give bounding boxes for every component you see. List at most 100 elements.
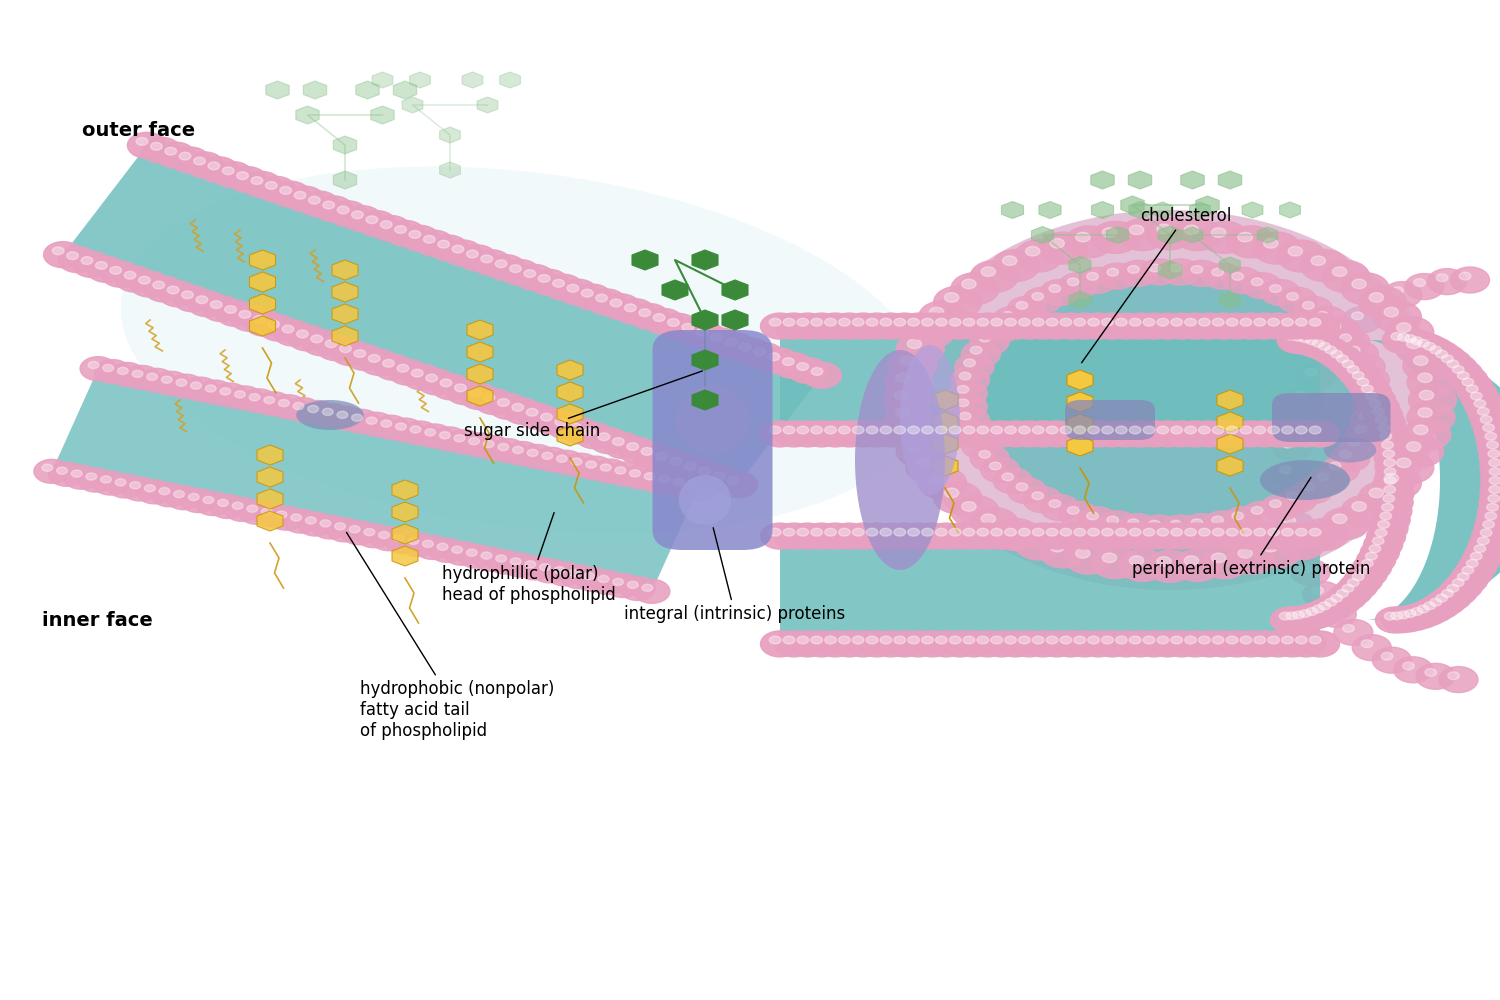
Circle shape (1016, 240, 1064, 272)
Circle shape (1408, 384, 1456, 416)
Circle shape (1300, 631, 1340, 657)
Circle shape (285, 186, 324, 212)
Circle shape (1232, 631, 1270, 657)
Circle shape (1176, 421, 1215, 447)
Circle shape (1359, 482, 1407, 514)
Circle shape (1107, 516, 1119, 524)
Circle shape (1059, 501, 1098, 527)
Circle shape (350, 526, 360, 533)
Polygon shape (780, 330, 1320, 430)
Circle shape (1484, 424, 1494, 432)
Circle shape (1281, 440, 1293, 448)
Circle shape (1185, 528, 1197, 536)
Circle shape (1490, 486, 1500, 493)
Circle shape (1332, 267, 1347, 276)
Circle shape (916, 458, 932, 468)
Circle shape (386, 530, 422, 554)
Circle shape (992, 528, 1002, 536)
Circle shape (1222, 507, 1262, 533)
Circle shape (424, 429, 435, 436)
Circle shape (72, 251, 111, 277)
Circle shape (1485, 512, 1497, 520)
Circle shape (1376, 480, 1414, 506)
Circle shape (1156, 318, 1168, 326)
Circle shape (1354, 359, 1366, 367)
Circle shape (839, 426, 850, 434)
Circle shape (970, 260, 1018, 292)
Circle shape (152, 483, 188, 507)
Circle shape (1384, 474, 1398, 483)
Circle shape (1274, 631, 1312, 657)
Circle shape (957, 399, 969, 407)
Circle shape (180, 489, 216, 513)
Circle shape (1348, 561, 1388, 587)
Circle shape (684, 462, 696, 470)
Circle shape (483, 394, 495, 401)
Circle shape (1240, 318, 1251, 326)
Circle shape (858, 313, 897, 339)
Circle shape (144, 485, 154, 492)
Circle shape (66, 252, 78, 260)
Circle shape (970, 438, 982, 446)
Circle shape (549, 450, 585, 474)
Circle shape (1322, 260, 1370, 292)
Circle shape (57, 467, 68, 474)
Circle shape (1366, 524, 1406, 550)
Circle shape (1046, 318, 1058, 326)
Circle shape (945, 488, 958, 498)
Polygon shape (1216, 412, 1243, 432)
Circle shape (136, 138, 148, 145)
Circle shape (1190, 523, 1228, 549)
Circle shape (633, 442, 672, 468)
Circle shape (980, 334, 990, 342)
Circle shape (468, 438, 480, 445)
Circle shape (968, 523, 1006, 549)
Circle shape (992, 518, 1039, 550)
Circle shape (1281, 426, 1293, 434)
Circle shape (264, 397, 274, 404)
Circle shape (948, 380, 987, 406)
Circle shape (976, 636, 988, 644)
Circle shape (746, 343, 784, 369)
Circle shape (184, 152, 224, 178)
Circle shape (1352, 312, 1364, 320)
Circle shape (1312, 339, 1324, 347)
Circle shape (704, 467, 742, 493)
Circle shape (1354, 425, 1366, 433)
Circle shape (1038, 523, 1077, 549)
Circle shape (1362, 559, 1372, 567)
Circle shape (981, 317, 1020, 343)
Circle shape (446, 430, 482, 454)
Circle shape (1322, 589, 1360, 615)
Circle shape (53, 247, 64, 255)
Circle shape (1466, 394, 1500, 420)
Circle shape (495, 260, 507, 268)
Circle shape (316, 335, 356, 361)
Circle shape (1458, 372, 1468, 379)
Circle shape (314, 196, 352, 222)
Circle shape (645, 308, 684, 334)
Circle shape (1120, 421, 1160, 447)
Circle shape (414, 230, 453, 256)
Circle shape (1376, 607, 1414, 633)
Circle shape (306, 517, 316, 524)
Circle shape (400, 533, 436, 557)
Polygon shape (402, 97, 423, 113)
Circle shape (1107, 523, 1146, 549)
Circle shape (459, 544, 495, 568)
Polygon shape (1280, 202, 1300, 218)
Circle shape (1116, 318, 1126, 326)
Circle shape (1474, 545, 1486, 553)
Circle shape (981, 267, 996, 276)
Circle shape (454, 384, 466, 392)
Circle shape (202, 496, 214, 504)
Circle shape (1240, 528, 1251, 536)
Circle shape (489, 393, 528, 419)
Circle shape (1200, 547, 1248, 579)
Circle shape (1050, 542, 1065, 552)
Circle shape (1119, 549, 1167, 581)
Circle shape (1065, 631, 1104, 657)
Circle shape (590, 428, 628, 454)
Circle shape (417, 424, 453, 448)
Circle shape (1360, 640, 1372, 648)
